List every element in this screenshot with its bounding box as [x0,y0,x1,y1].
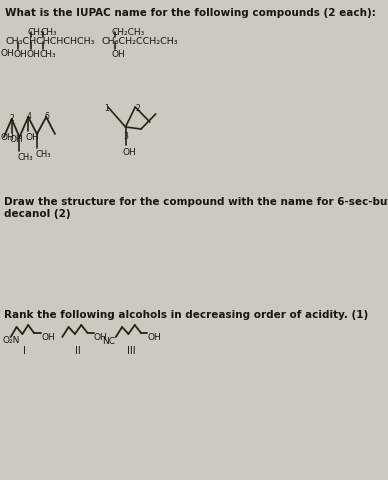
Text: 4: 4 [26,112,31,121]
Text: NC: NC [102,336,115,345]
Text: CH₂CH₃: CH₂CH₃ [112,28,145,37]
Text: O₂N: O₂N [2,336,20,344]
Text: OH: OH [123,148,136,156]
Text: What is the IUPAC name for the following compounds (2 each):: What is the IUPAC name for the following… [5,8,376,18]
Text: III: III [127,345,136,355]
Text: 2: 2 [135,104,140,113]
Text: CH₃: CH₃ [28,28,44,37]
Text: OH: OH [27,50,40,59]
Text: OH: OH [26,133,40,142]
Text: 3: 3 [123,132,128,141]
Text: OH: OH [1,49,15,58]
Text: OH: OH [94,332,107,341]
Text: decanol (2): decanol (2) [4,209,71,218]
Text: OH: OH [10,135,24,144]
Text: 6: 6 [44,112,49,121]
Text: CH₃: CH₃ [40,28,57,37]
Text: II: II [75,345,81,355]
Text: CH₃: CH₃ [17,153,33,162]
Text: 1: 1 [104,104,109,113]
Text: OH: OH [14,50,28,59]
Text: I: I [23,345,26,355]
Text: OH: OH [111,50,125,59]
Text: CH₃: CH₃ [35,150,50,159]
Text: OH: OH [42,332,55,341]
Text: 2: 2 [10,114,14,123]
Text: Draw the structure for the compound with the name for 6-sec-butyl-7,7-dimethyl-4: Draw the structure for the compound with… [4,197,388,206]
Text: OH: OH [1,133,15,142]
Text: Rank the following alcohols in decreasing order of acidity. (1): Rank the following alcohols in decreasin… [4,309,368,319]
Text: CH₃CHCHCHCHCH₃: CH₃CHCHCHCHCH₃ [6,37,95,46]
Text: CH₃: CH₃ [40,50,56,59]
Text: OH: OH [147,332,161,341]
Text: CH₃CH₂CCH₂CH₃: CH₃CH₂CCH₂CH₃ [101,37,178,46]
